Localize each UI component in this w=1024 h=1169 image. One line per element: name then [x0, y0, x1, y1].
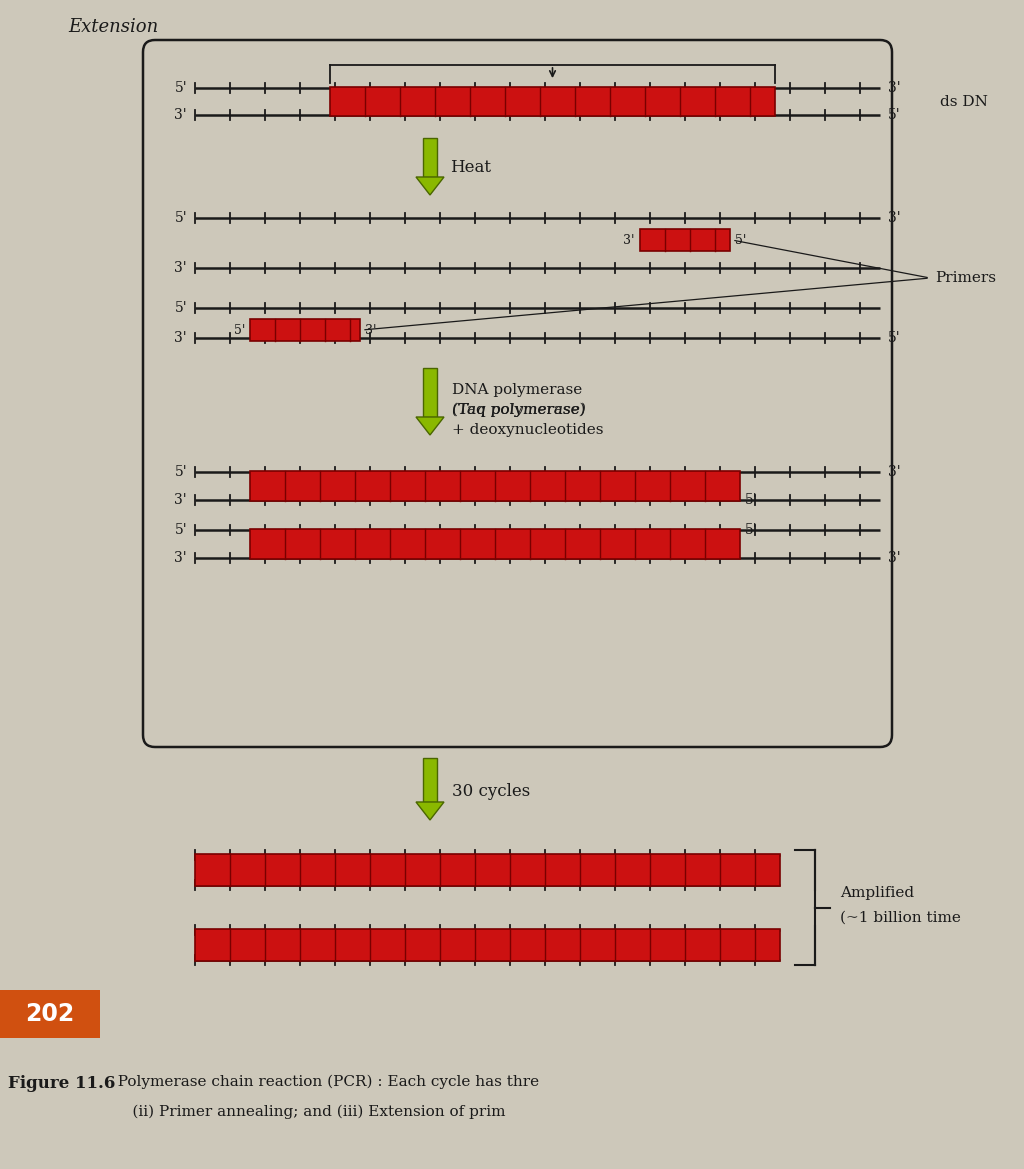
- Bar: [250, 319, 360, 341]
- Text: 5': 5': [174, 81, 187, 95]
- Bar: [640, 229, 730, 251]
- Text: 5': 5': [174, 465, 187, 479]
- FancyBboxPatch shape: [0, 990, 100, 1038]
- Bar: [195, 929, 780, 961]
- Text: Polymerase chain reaction (PCR) : Each cycle has thre: Polymerase chain reaction (PCR) : Each c…: [108, 1075, 539, 1090]
- Text: 5': 5': [233, 324, 245, 337]
- Polygon shape: [416, 417, 444, 435]
- Text: Extension: Extension: [68, 18, 159, 36]
- Text: + deoxynucleotides: + deoxynucleotides: [452, 423, 603, 437]
- Text: 3': 3': [174, 493, 187, 507]
- Text: (Taq polymerase): (Taq polymerase): [452, 403, 586, 417]
- Text: 5': 5': [888, 108, 901, 122]
- Text: 5': 5': [745, 493, 758, 507]
- Bar: [195, 855, 780, 886]
- Text: 3': 3': [174, 551, 187, 565]
- Bar: [250, 471, 740, 502]
- Text: Figure 11.6: Figure 11.6: [8, 1075, 116, 1092]
- Bar: [423, 138, 437, 177]
- Bar: [423, 368, 437, 417]
- Text: 5': 5': [745, 523, 758, 537]
- Text: DNA polymerase: DNA polymerase: [452, 383, 583, 397]
- Text: 3': 3': [365, 324, 377, 337]
- Text: (~1 billion time: (~1 billion time: [840, 911, 961, 925]
- Text: 5': 5': [888, 331, 901, 345]
- Text: ds DN: ds DN: [940, 95, 988, 109]
- Text: 3': 3': [624, 234, 635, 247]
- Polygon shape: [416, 802, 444, 819]
- Text: 3': 3': [888, 551, 901, 565]
- Bar: [423, 758, 437, 802]
- Text: Amplified: Amplified: [840, 885, 914, 899]
- Text: 3': 3': [888, 81, 901, 95]
- Text: Heat: Heat: [450, 159, 490, 177]
- Text: (ii) Primer annealing; and (iii) Extension of prim: (ii) Primer annealing; and (iii) Extensi…: [108, 1105, 506, 1120]
- Text: 5': 5': [174, 300, 187, 314]
- Text: (Taq polymerase): (Taq polymerase): [452, 403, 586, 417]
- Text: 5': 5': [735, 234, 746, 247]
- Text: Primers: Primers: [935, 271, 996, 285]
- Text: 5': 5': [174, 210, 187, 224]
- Bar: [250, 530, 740, 559]
- Text: 3': 3': [174, 108, 187, 122]
- Text: 5': 5': [174, 523, 187, 537]
- Text: 3': 3': [888, 465, 901, 479]
- Text: 202: 202: [26, 1002, 75, 1026]
- Polygon shape: [416, 177, 444, 195]
- Bar: [330, 87, 775, 116]
- Text: 3': 3': [888, 210, 901, 224]
- Text: 3': 3': [174, 261, 187, 275]
- Text: 3': 3': [174, 331, 187, 345]
- Text: 30 cycles: 30 cycles: [452, 783, 530, 801]
